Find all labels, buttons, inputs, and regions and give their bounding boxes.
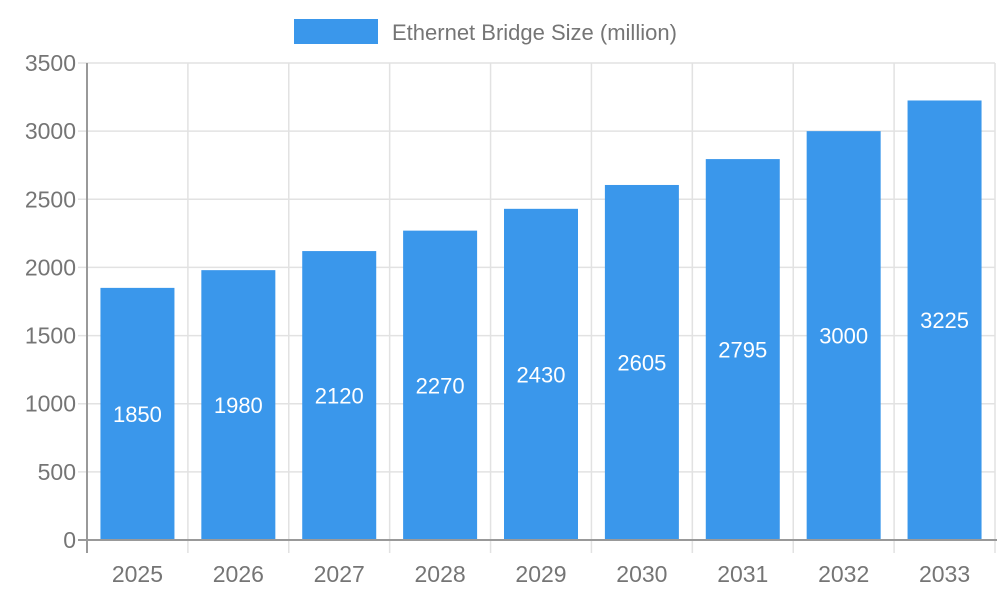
bar-value-label: 1980 <box>214 393 263 418</box>
bar-2032 <box>806 131 881 540</box>
x-tick-label: 2033 <box>919 561 970 587</box>
y-tick-label: 0 <box>63 527 76 553</box>
y-tick-label: 2000 <box>25 254 76 280</box>
bar-value-label: 2270 <box>416 373 465 398</box>
y-tick-label: 3000 <box>25 118 76 144</box>
x-tick-label: 2027 <box>314 561 365 587</box>
bar-value-label: 2605 <box>617 350 666 375</box>
axes <box>78 63 997 553</box>
bar-2029 <box>504 208 578 540</box>
bar-2030 <box>604 184 679 540</box>
gridlines <box>78 62 996 553</box>
y-tick-label: 500 <box>38 459 76 485</box>
bar-2033 <box>907 100 982 540</box>
x-tick-label: 2031 <box>717 561 768 587</box>
x-tick-label: 2030 <box>616 561 667 587</box>
x-tick-label: 2029 <box>515 561 566 587</box>
axis-labels: 0 500 1000 1500 2000 2500 3000 3500 1850 2025 1980… <box>25 50 970 587</box>
legend-swatch <box>294 19 378 44</box>
y-tick-label: 2500 <box>25 186 76 212</box>
bar-2025 <box>100 287 175 540</box>
bar-value-label: 2430 <box>517 362 566 387</box>
bar-2028 <box>403 230 478 541</box>
bars <box>100 100 982 541</box>
bar-value-label: 3225 <box>920 308 969 333</box>
y-tick-label: 1500 <box>25 323 76 349</box>
legend-label: Ethernet Bridge Size (million) <box>392 20 677 45</box>
bar-value-label: 1850 <box>113 402 162 427</box>
y-tick-label: 1000 <box>25 391 76 417</box>
bar-value-label: 2795 <box>718 338 767 363</box>
bar-value-label: 3000 <box>819 324 868 349</box>
bar-2027 <box>302 251 377 540</box>
x-tick-label: 2025 <box>112 561 163 587</box>
x-tick-label: 2032 <box>818 561 869 587</box>
x-tick-label: 2028 <box>415 561 466 587</box>
x-tick-label: 2026 <box>213 561 264 587</box>
bar-value-label: 2120 <box>315 384 364 409</box>
bar-2026 <box>201 270 276 540</box>
bar-2031 <box>705 159 780 540</box>
y-tick-label: 3500 <box>25 50 76 76</box>
